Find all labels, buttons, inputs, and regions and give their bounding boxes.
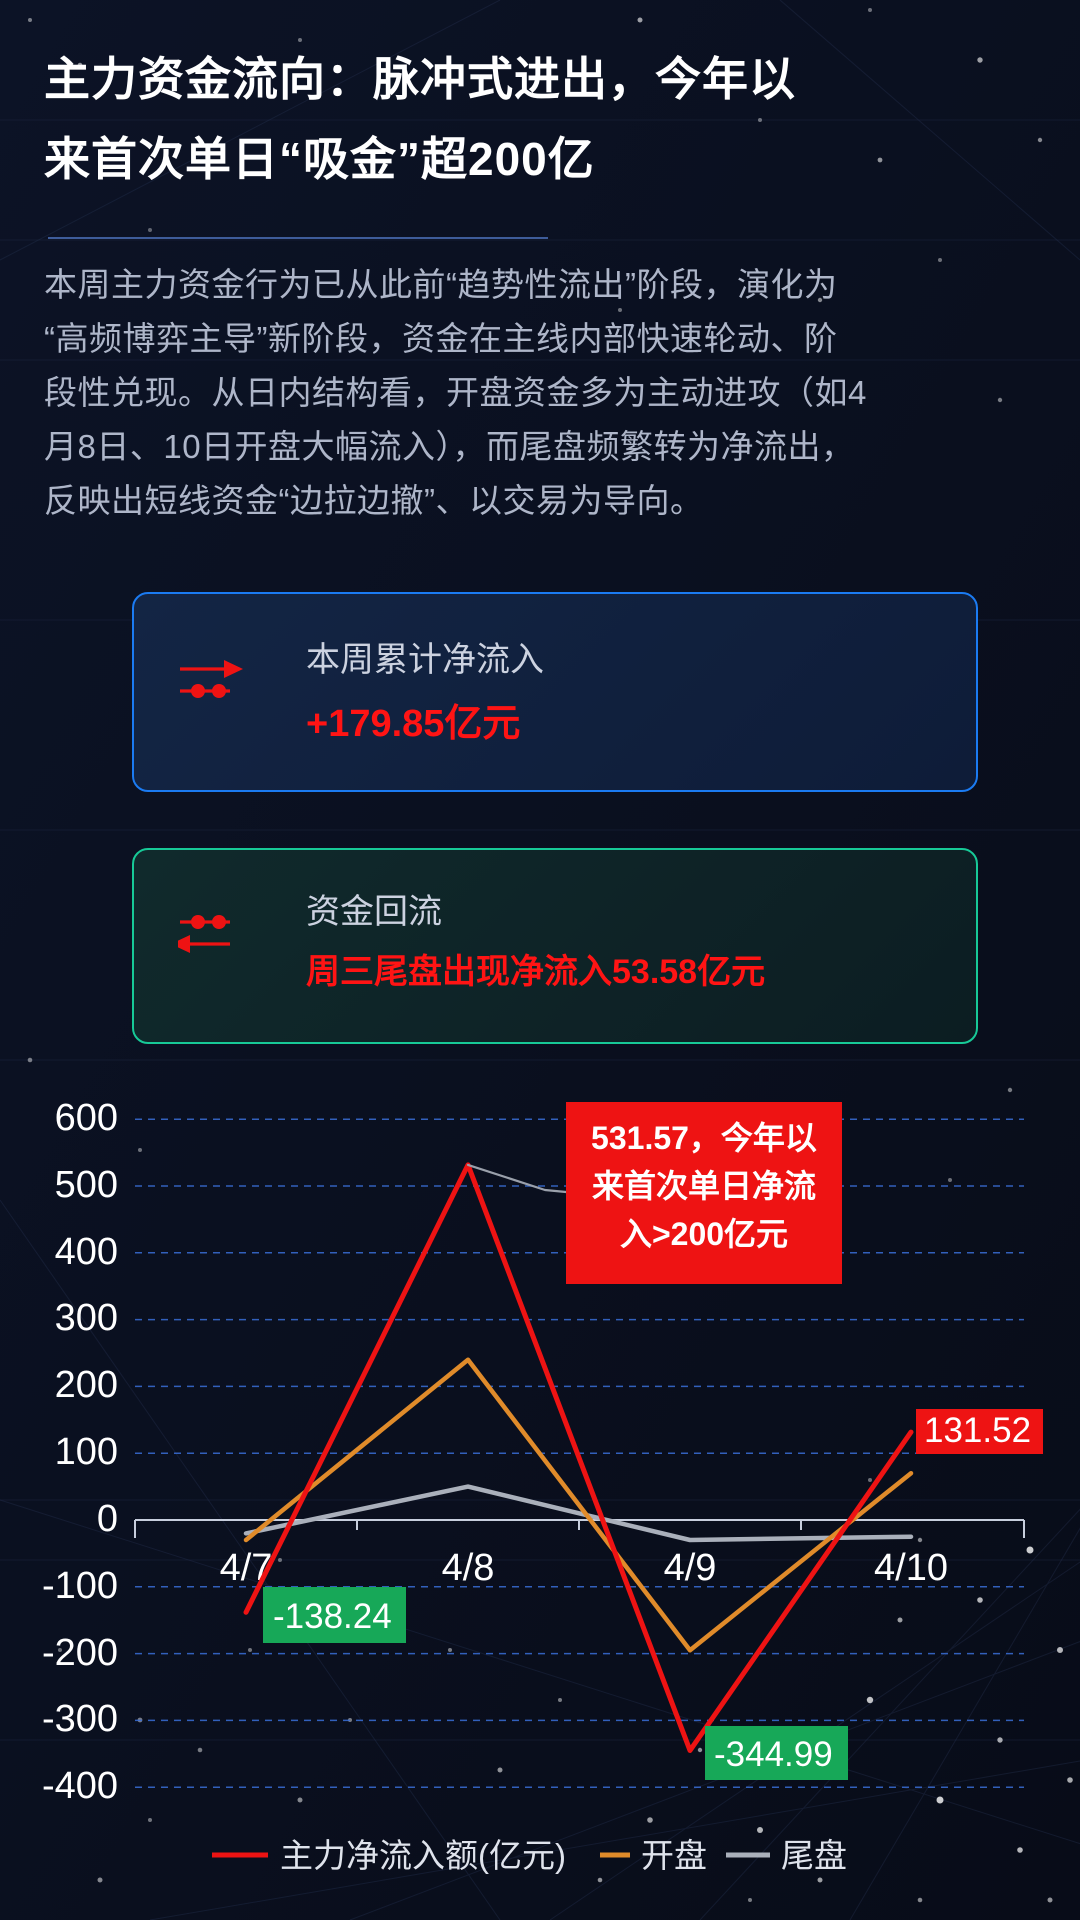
- svg-text:131.52: 131.52: [924, 1411, 1031, 1450]
- svg-text:-200: -200: [42, 1632, 118, 1674]
- svg-text:4/7: 4/7: [220, 1547, 273, 1589]
- svg-text:尾盘: 尾盘: [781, 1837, 847, 1874]
- svg-text:4/10: 4/10: [874, 1547, 948, 1589]
- svg-text:-400: -400: [42, 1765, 118, 1807]
- svg-text:4/9: 4/9: [664, 1547, 717, 1589]
- svg-text:500: 500: [55, 1164, 118, 1206]
- svg-text:100: 100: [55, 1431, 118, 1473]
- svg-text:200: 200: [55, 1364, 118, 1406]
- svg-text:0: 0: [97, 1498, 118, 1540]
- svg-text:400: 400: [55, 1231, 118, 1273]
- svg-text:开盘: 开盘: [641, 1837, 707, 1874]
- svg-text:600: 600: [55, 1097, 118, 1139]
- svg-text:4/8: 4/8: [442, 1547, 495, 1589]
- svg-text:入>200亿元: 入>200亿元: [620, 1216, 788, 1252]
- svg-text:-300: -300: [42, 1698, 118, 1740]
- svg-text:531.57，今年以: 531.57，今年以: [591, 1120, 817, 1156]
- svg-text:-344.99: -344.99: [714, 1735, 833, 1774]
- svg-text:主力净流入额(亿元): 主力净流入额(亿元): [280, 1837, 566, 1874]
- svg-text:300: 300: [55, 1297, 118, 1339]
- svg-text:-138.24: -138.24: [273, 1597, 392, 1636]
- svg-text:来首次单日净流: 来首次单日净流: [592, 1168, 816, 1204]
- svg-text:-100: -100: [42, 1565, 118, 1607]
